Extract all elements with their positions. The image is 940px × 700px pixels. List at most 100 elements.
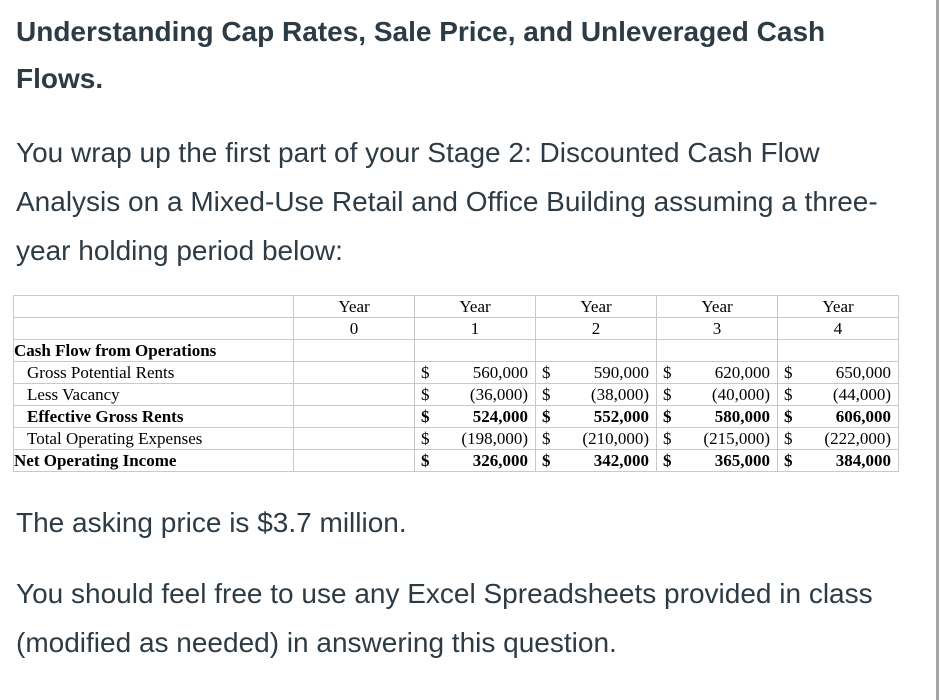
table-header-row-year: Year Year Year Year Year xyxy=(13,295,899,318)
amount-text: (40,000) xyxy=(711,385,770,404)
currency-symbol: $ xyxy=(784,363,793,382)
amount-text: (215,000) xyxy=(703,429,770,448)
currency-symbol: $ xyxy=(663,451,672,470)
currency-symbol: $ xyxy=(663,363,672,382)
currency-symbol: $ xyxy=(542,385,551,404)
year-number-cell: 1 xyxy=(414,317,536,340)
table-row: Total Operating Expenses $ (198,000) $ (210,… xyxy=(13,427,899,450)
currency-symbol: $ xyxy=(784,385,793,404)
table-row: Net Operating Income $326,000 $342,000 $365… xyxy=(13,449,899,472)
amount-text: 560,000 xyxy=(472,363,528,382)
year-header-cell: Year xyxy=(293,295,415,318)
value-cell-year0 xyxy=(293,361,415,384)
value-cell: $ (198,000) xyxy=(414,427,536,450)
value-cell-year0 xyxy=(293,449,415,472)
currency-symbol: $ xyxy=(542,429,551,448)
value-cell-year0 xyxy=(293,383,415,406)
amount-text: 620,000 xyxy=(714,363,770,382)
amount-text: 590,000 xyxy=(593,363,649,382)
currency-symbol: $ xyxy=(663,429,672,448)
value-cell: $ (38,000) xyxy=(535,383,657,406)
table-row: Less Vacancy $ (36,000) $ (38,000) $ (40,000) $… xyxy=(13,383,899,406)
currency-symbol: $ xyxy=(784,451,793,470)
row-label-cell: Cash Flow from Operations xyxy=(13,339,294,362)
year-number-cell: 2 xyxy=(535,317,657,340)
value-cell: $384,000 xyxy=(777,449,899,472)
year-header-cell: Year xyxy=(656,295,778,318)
value-cell-year0 xyxy=(293,405,415,428)
value-cell: $606,000 xyxy=(777,405,899,428)
year-header-cell: Year xyxy=(777,295,899,318)
row-label-cell: Net Operating Income xyxy=(13,449,294,472)
amount-text: (36,000) xyxy=(469,385,528,404)
row-label-cell: Gross Potential Rents xyxy=(13,361,294,384)
empty-value-cell xyxy=(535,339,657,362)
header-empty-cell xyxy=(13,317,294,340)
year-number-cell: 4 xyxy=(777,317,899,340)
currency-symbol: $ xyxy=(421,385,430,404)
amount-text: 342,000 xyxy=(593,451,649,470)
scrollbar-track[interactable] xyxy=(936,0,939,700)
value-cell: $524,000 xyxy=(414,405,536,428)
value-cell: $ (215,000) xyxy=(656,427,778,450)
cash-flow-table: Year Year Year Year Year 0 1 2 3 4 Cash Flow from … xyxy=(13,295,899,472)
table-row: Cash Flow from Operations xyxy=(13,339,899,362)
value-cell: $326,000 xyxy=(414,449,536,472)
currency-symbol: $ xyxy=(421,429,430,448)
amount-text: 606,000 xyxy=(835,407,891,426)
amount-text: (210,000) xyxy=(582,429,649,448)
currency-symbol: $ xyxy=(542,363,551,382)
year-header-cell: Year xyxy=(535,295,657,318)
currency-symbol: $ xyxy=(663,385,672,404)
value-cell: $620,000 xyxy=(656,361,778,384)
value-cell: $560,000 xyxy=(414,361,536,384)
question-title: Understanding Cap Rates, Sale Price, and… xyxy=(16,16,826,94)
value-cell: $590,000 xyxy=(535,361,657,384)
amount-text: 365,000 xyxy=(714,451,770,470)
row-label-cell: Effective Gross Rents xyxy=(13,405,294,428)
value-cell: $ (222,000) xyxy=(777,427,899,450)
note-paragraph: You should feel free to use any Excel Sp… xyxy=(16,578,873,658)
amount-text: (222,000) xyxy=(824,429,891,448)
year-header-cell: Year xyxy=(414,295,536,318)
row-label-cell: Less Vacancy xyxy=(13,383,294,406)
amount-text: 384,000 xyxy=(835,451,891,470)
amount-text: (38,000) xyxy=(590,385,649,404)
table-row: Gross Potential Rents $560,000 $590,000 $62… xyxy=(13,361,899,384)
amount-text: 552,000 xyxy=(593,407,649,426)
amount-text: 580,000 xyxy=(714,407,770,426)
empty-value-cell xyxy=(414,339,536,362)
amount-text: (44,000) xyxy=(832,385,891,404)
amount-text: 524,000 xyxy=(472,407,528,426)
amount-text: 326,000 xyxy=(472,451,528,470)
asking-price-text: The asking price is $3.7 million. xyxy=(16,507,407,538)
currency-symbol: $ xyxy=(663,407,672,426)
currency-symbol: $ xyxy=(784,407,793,426)
question-page: Understanding Cap Rates, Sale Price, and… xyxy=(13,16,899,658)
row-label-cell: Total Operating Expenses xyxy=(13,427,294,450)
table-row: Effective Gross Rents $524,000 $552,000 $58… xyxy=(13,405,899,428)
empty-value-cell xyxy=(656,339,778,362)
value-cell: $ (44,000) xyxy=(777,383,899,406)
value-cell: $ (210,000) xyxy=(535,427,657,450)
value-cell: $ (40,000) xyxy=(656,383,778,406)
amount-text: 650,000 xyxy=(835,363,891,382)
value-cell: $650,000 xyxy=(777,361,899,384)
year-number-cell: 0 xyxy=(293,317,415,340)
intro-paragraph: You wrap up the first part of your Stage… xyxy=(16,137,878,266)
currency-symbol: $ xyxy=(784,429,793,448)
value-cell: $ (36,000) xyxy=(414,383,536,406)
currency-symbol: $ xyxy=(421,407,430,426)
value-cell-year0 xyxy=(293,339,415,362)
value-cell: $580,000 xyxy=(656,405,778,428)
value-cell: $552,000 xyxy=(535,405,657,428)
currency-symbol: $ xyxy=(542,407,551,426)
value-cell: $342,000 xyxy=(535,449,657,472)
header-empty-cell xyxy=(13,295,294,318)
currency-symbol: $ xyxy=(542,451,551,470)
currency-symbol: $ xyxy=(421,363,430,382)
amount-text: (198,000) xyxy=(461,429,528,448)
value-cell: $365,000 xyxy=(656,449,778,472)
year-number-cell: 3 xyxy=(656,317,778,340)
